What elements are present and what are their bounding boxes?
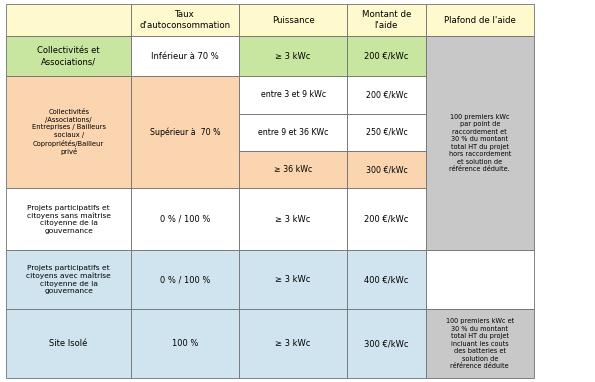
Bar: [239, 250, 347, 309]
Text: Taux
d'autoconsommation: Taux d'autoconsommation: [140, 10, 231, 30]
Text: 100 premiers kWc
par point de
raccordement et
30 % du montant
total HT du projet: 100 premiers kWc par point de raccordeme…: [449, 114, 511, 172]
Bar: [239, 151, 347, 188]
Text: ≥ 3 kWc: ≥ 3 kWc: [275, 275, 311, 284]
Text: 250 €/kWc: 250 €/kWc: [365, 128, 408, 137]
Bar: [131, 76, 239, 188]
Text: 0 % / 100 %: 0 % / 100 %: [160, 215, 211, 224]
Bar: [426, 309, 534, 378]
Text: Projets participatifs et
citoyens avec maîtrise
citoyenne de la
gouvernance: Projets participatifs et citoyens avec m…: [26, 265, 111, 294]
Text: 100 premiers kWc et
30 % du montant
total HT du projet
incluant les couts
des ba: 100 premiers kWc et 30 % du montant tota…: [446, 318, 514, 369]
Text: 100 %: 100 %: [172, 339, 199, 348]
Bar: [426, 4, 534, 36]
Bar: [239, 309, 347, 378]
Text: 400 €/kWc: 400 €/kWc: [364, 275, 409, 284]
Bar: [426, 36, 534, 250]
Bar: [131, 4, 239, 36]
Bar: [239, 36, 347, 76]
Bar: [239, 113, 347, 151]
Text: Collectivités
/Associations/
Entreprises / Bailleurs
sociaux /
Copropriétés/Bail: Collectivités /Associations/ Entreprises…: [32, 109, 106, 155]
Text: Inférieur à 70 %: Inférieur à 70 %: [151, 52, 219, 61]
Bar: [131, 309, 239, 378]
Bar: [347, 76, 426, 113]
Text: 300 €/kWc: 300 €/kWc: [365, 165, 408, 174]
Bar: [426, 250, 534, 309]
Text: Puissance: Puissance: [272, 16, 315, 24]
Bar: [347, 4, 426, 36]
Bar: [347, 188, 426, 250]
Text: Site Isolé: Site Isolé: [49, 339, 88, 348]
Bar: [347, 113, 426, 151]
Text: 200 €/kWc: 200 €/kWc: [364, 52, 409, 61]
Bar: [131, 188, 239, 250]
Bar: [6, 76, 131, 188]
Bar: [6, 4, 131, 36]
Text: Plafond de l'aide: Plafond de l'aide: [444, 16, 516, 24]
Text: entre 9 et 36 KWc: entre 9 et 36 KWc: [258, 128, 328, 137]
Text: ≥ 36 kWc: ≥ 36 kWc: [274, 165, 312, 174]
Bar: [131, 250, 239, 309]
Bar: [239, 76, 347, 113]
Bar: [6, 250, 131, 309]
Text: Projets participatifs et
citoyens sans maîtrise
citoyenne de la
gouvernance: Projets participatifs et citoyens sans m…: [27, 205, 111, 234]
Text: ≥ 3 kWc: ≥ 3 kWc: [275, 215, 311, 224]
Text: 200 €/kWc: 200 €/kWc: [364, 215, 409, 224]
Text: entre 3 et 9 kWc: entre 3 et 9 kWc: [261, 91, 325, 99]
Bar: [131, 36, 239, 76]
Text: Supérieur à  70 %: Supérieur à 70 %: [150, 128, 221, 137]
Text: 0 % / 100 %: 0 % / 100 %: [160, 275, 211, 284]
Text: 200 €/kWc: 200 €/kWc: [365, 91, 408, 99]
Text: ≥ 3 kWc: ≥ 3 kWc: [275, 52, 311, 61]
Text: ≥ 3 kWc: ≥ 3 kWc: [275, 339, 311, 348]
Text: Collectivités et
Associations/: Collectivités et Associations/: [37, 46, 100, 66]
Bar: [6, 36, 131, 76]
Bar: [347, 151, 426, 188]
Bar: [347, 250, 426, 309]
Text: Montant de
l'aide: Montant de l'aide: [362, 10, 411, 30]
Bar: [347, 36, 426, 76]
Text: 300 €/kWc: 300 €/kWc: [364, 339, 409, 348]
Bar: [239, 4, 347, 36]
Bar: [239, 188, 347, 250]
Bar: [6, 309, 131, 378]
Bar: [6, 188, 131, 250]
Bar: [347, 309, 426, 378]
